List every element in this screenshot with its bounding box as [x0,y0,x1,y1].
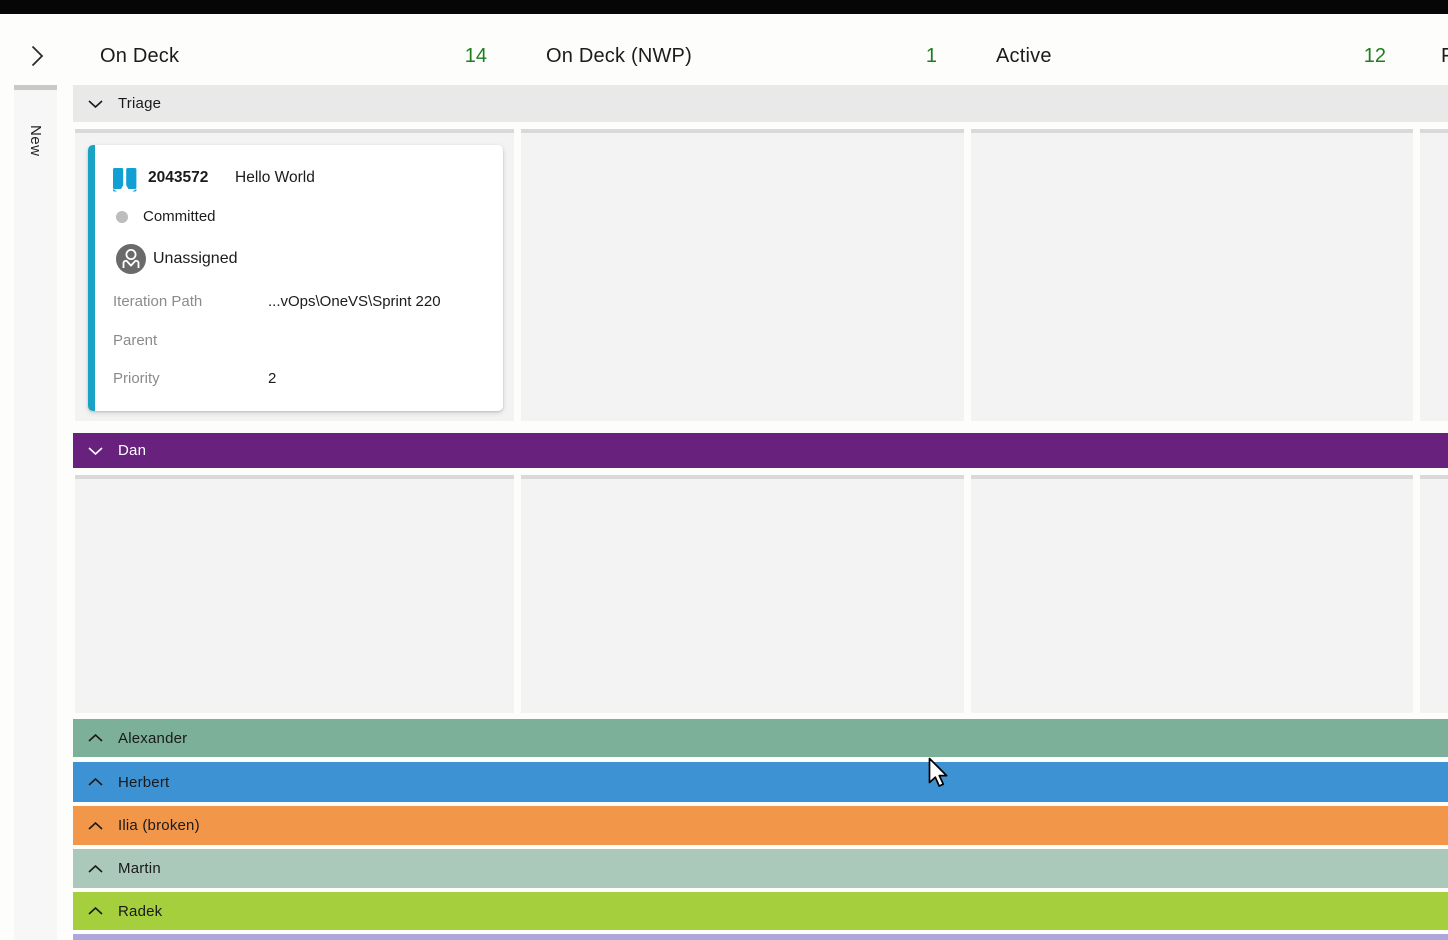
lane-header-triage[interactable]: Triage [73,85,1448,122]
column-header-clipped: F [1420,40,1448,72]
column-count: 14 [464,44,487,67]
collapsed-column-label: New [27,125,44,157]
column-count: 1 [925,44,937,67]
chevron-right-icon [31,45,43,67]
chevron-up-icon [88,907,103,915]
field-label-priority: Priority [113,370,160,387]
work-item-id-link[interactable]: 2043572 [148,169,209,186]
lane-header-partial[interactable] [73,934,1448,940]
card-accent-stripe [88,145,95,411]
lane-label: Alexander [118,729,188,747]
assigned-to-field[interactable]: Unassigned [153,250,238,267]
chevron-up-icon [88,734,103,742]
column-header-on-deck: On Deck 14 [75,40,514,72]
column-title: On Deck (NWP) [546,44,692,67]
lane-header-ilia[interactable]: Ilia (broken) [73,806,1448,845]
chevron-up-icon [88,778,103,786]
field-value-iteration-path[interactable]: ...vOps\OneVS\Sprint 220 [268,293,441,310]
column-title: On Deck [100,44,180,67]
state-dot-icon [116,211,128,223]
column-header-on-deck-nwp: On Deck (NWP) 1 [521,40,964,72]
board-cell-dan-on-deck [75,475,514,713]
field-label-parent: Parent [113,332,158,349]
window-top-bar [0,0,1448,14]
work-item-card[interactable]: 2043572 Hello World Committed Unassigned… [88,145,503,411]
column-title: Active [996,44,1052,67]
chevron-down-icon [88,99,103,108]
column-count: 12 [1363,44,1386,67]
lane-header-martin[interactable]: Martin [73,849,1448,888]
lane-header-alexander[interactable]: Alexander [73,719,1448,757]
lane-label: Herbert [118,773,170,791]
lane-label: Ilia (broken) [118,817,200,834]
board-cell-triage-on-deck-nwp [521,129,964,421]
lane-label: Martin [118,860,161,877]
chevron-down-icon [88,446,103,455]
board-cell-triage-active [971,129,1413,421]
column-title: F [1441,44,1448,67]
lane-header-dan[interactable]: Dan [73,433,1448,468]
work-item-state: Committed [143,208,216,225]
lane-label: Triage [118,95,162,112]
expand-column-button[interactable] [26,44,48,68]
work-item-title[interactable]: Hello World [235,169,315,186]
user-story-book-icon [113,168,137,192]
chevron-up-icon [88,864,103,873]
column-header-active: Active 12 [971,40,1413,72]
lane-header-radek[interactable]: Radek [73,892,1448,930]
board-cell-triage-clipped [1420,129,1448,421]
lane-label: Dan [118,442,147,459]
field-label-iteration-path: Iteration Path [113,293,203,310]
field-value-priority[interactable]: 2 [268,370,277,387]
board-cell-dan-on-deck-nwp [521,475,964,713]
collapsed-column-new[interactable]: New [14,85,57,940]
chevron-up-icon [88,821,103,830]
lane-header-herbert[interactable]: Herbert [73,762,1448,802]
board-cell-dan-active [971,475,1413,713]
board-cell-dan-clipped [1420,475,1448,713]
lane-label: Radek [118,902,163,920]
unassigned-avatar-icon [116,244,146,274]
